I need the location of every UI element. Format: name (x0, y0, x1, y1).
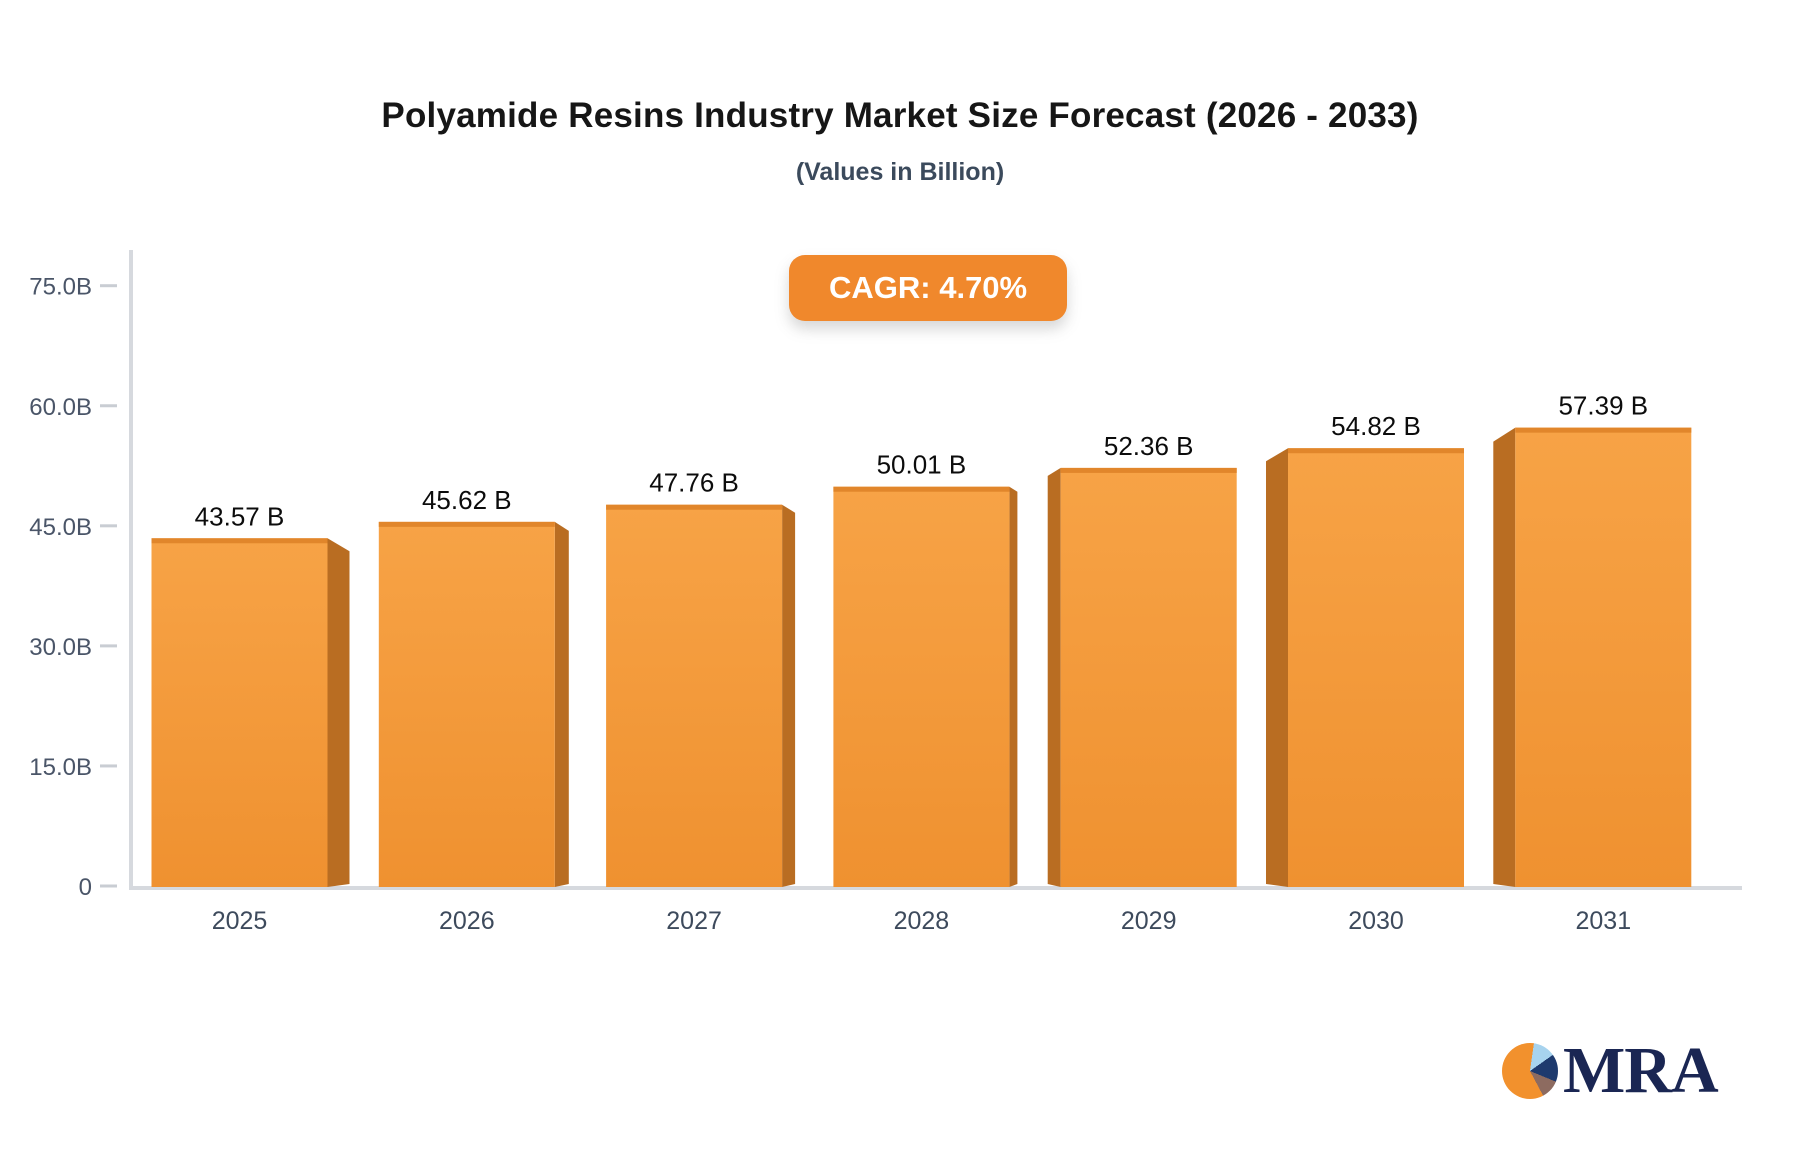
y-tick (100, 524, 117, 528)
x-category-label: 2027 (666, 907, 722, 935)
y-tick (100, 404, 117, 408)
chart-title: Polyamide Resins Industry Market Size Fo… (381, 96, 1419, 135)
bar-side-2025 (327, 538, 350, 887)
y-tick (100, 644, 117, 648)
bar-side-2029 (1047, 467, 1061, 887)
y-tick-label: 15.0B (29, 754, 92, 781)
bar-top-edge-2031 (1515, 427, 1692, 433)
bar-top-edge-2028 (833, 486, 1010, 492)
bar-2029 (1060, 467, 1237, 887)
bar-top-edge-2025 (151, 538, 328, 544)
y-tick (100, 764, 117, 768)
bar-value-label: 47.76 B (649, 468, 739, 498)
x-axis-line (129, 886, 1742, 890)
bar-side-2028 (1009, 486, 1018, 887)
y-axis-line (129, 250, 133, 890)
bar-value-label: 57.39 B (1558, 391, 1648, 421)
chart-subtitle: (Values in Billion) (795, 158, 1005, 186)
y-tick-label: 60.0B (29, 394, 92, 421)
y-tick-label: 45.0B (29, 514, 92, 541)
brand-logo: MRA (1502, 1034, 1719, 1107)
x-category-label: 2028 (894, 907, 950, 935)
logo-text: MRA (1563, 1034, 1719, 1107)
x-category-label: 2031 (1575, 907, 1631, 935)
bar-2028 (833, 486, 1010, 887)
bar-side-2026 (554, 521, 569, 887)
x-category-label: 2025 (212, 907, 268, 935)
cagr-badge: CAGR: 4.70% (789, 255, 1068, 321)
bar-value-label: 54.82 B (1331, 411, 1421, 441)
y-tick (100, 884, 117, 888)
logo-pie-icon (1502, 1043, 1558, 1099)
bar-side-2030 (1266, 448, 1288, 887)
cagr-badge-label: CAGR: 4.70% (829, 270, 1028, 305)
bar-2026 (378, 521, 555, 887)
y-tick-label: 75.0B (29, 274, 92, 301)
x-category-label: 2030 (1348, 907, 1404, 935)
bar-value-label: 50.01 B (877, 450, 967, 480)
bar-2027 (606, 504, 783, 887)
bar-value-label: 52.36 B (1104, 431, 1194, 461)
x-category-label: 2029 (1121, 907, 1177, 935)
y-tick (100, 284, 117, 288)
bar-value-label: 45.62 B (422, 485, 512, 515)
bar-top-edge-2030 (1288, 448, 1464, 454)
bar-value-label: 43.57 B (195, 501, 285, 531)
bar-side-2027 (782, 504, 796, 887)
bar-2031 (1515, 427, 1692, 887)
bar-2030 (1288, 448, 1464, 887)
bar-side-2031 (1493, 427, 1516, 887)
bar-top-edge-2029 (1060, 467, 1237, 473)
y-tick-label: 0 (79, 874, 92, 901)
bar-top-edge-2027 (606, 504, 783, 510)
bar-2025 (151, 538, 328, 887)
y-tick-label: 30.0B (29, 634, 92, 661)
x-category-label: 2026 (439, 907, 495, 935)
bar-top-edge-2026 (378, 521, 555, 527)
